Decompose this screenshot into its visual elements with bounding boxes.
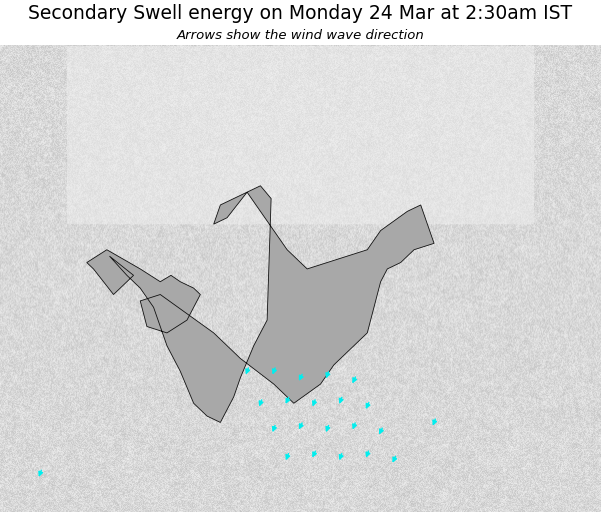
Text: Secondary Swell energy on Monday 24 Mar at 2:30am IST: Secondary Swell energy on Monday 24 Mar … bbox=[28, 4, 573, 23]
Polygon shape bbox=[87, 186, 434, 422]
Text: Arrows show the wind wave direction: Arrows show the wind wave direction bbox=[177, 29, 424, 41]
